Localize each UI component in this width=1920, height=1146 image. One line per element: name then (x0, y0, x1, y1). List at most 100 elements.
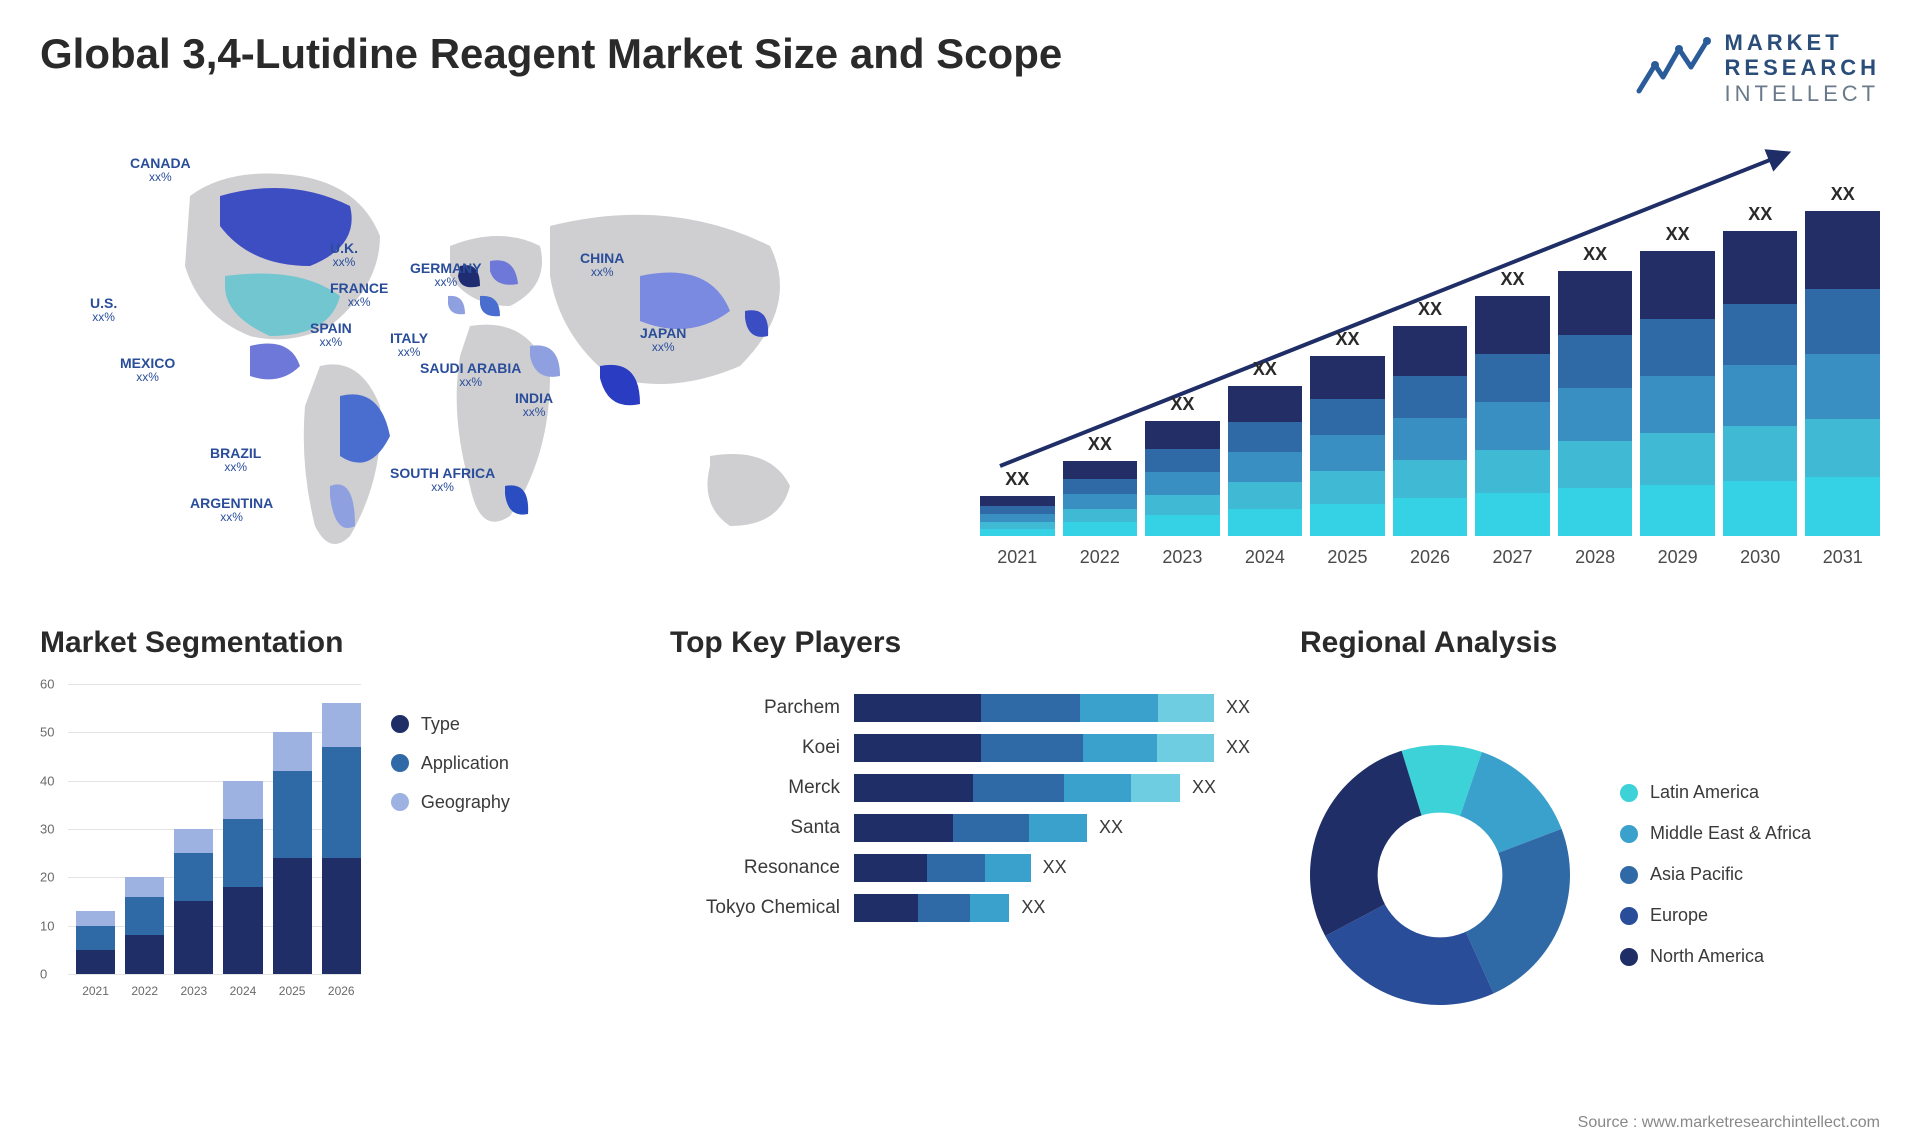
legend-swatch (391, 754, 409, 772)
player-bar (854, 694, 1214, 722)
growth-bar-segment (1393, 498, 1468, 536)
country-name: SAUDI ARABIA (420, 360, 521, 376)
player-bar-segment (1064, 774, 1131, 802)
growth-bar-segment (1228, 452, 1303, 482)
growth-bar-segment (1228, 386, 1303, 422)
growth-bar (1228, 386, 1303, 536)
segmentation-column: 2023 (174, 829, 213, 974)
segmentation-bar-segment (322, 858, 361, 974)
growth-bar (1475, 296, 1550, 536)
country-pct: xx% (390, 346, 428, 359)
logo-line-1: MARKET (1725, 30, 1880, 55)
growth-value-label: XX (1583, 244, 1607, 265)
growth-bar-segment (1475, 493, 1550, 536)
growth-bar-segment (1063, 479, 1138, 494)
country-label: BRAZILxx% (210, 446, 261, 475)
segmentation-bar-segment (76, 926, 115, 950)
growth-bar-segment (1640, 376, 1715, 433)
growth-bar-segment (1640, 251, 1715, 319)
growth-value-label: XX (1831, 184, 1855, 205)
segmentation-legend: TypeApplicationGeography (391, 684, 620, 1066)
growth-bar-segment (980, 496, 1055, 506)
growth-bar-segment (1063, 461, 1138, 479)
player-value-label: XX (1043, 857, 1067, 878)
growth-value-label: XX (1088, 434, 1112, 455)
segmentation-column: 2022 (125, 877, 164, 974)
segmentation-year-label: 2024 (230, 984, 257, 998)
growth-column: XX2024 (1228, 359, 1303, 536)
growth-bar-segment (1723, 304, 1798, 365)
logo-text: MARKET RESEARCH INTELLECT (1725, 30, 1880, 106)
segmentation-year-label: 2021 (82, 984, 109, 998)
player-bar-segment (1157, 734, 1214, 762)
segmentation-bar (125, 877, 164, 974)
growth-bar-segment (1145, 421, 1220, 449)
growth-year-label: 2028 (1575, 547, 1615, 568)
players-title: Top Key Players (670, 626, 1250, 660)
growth-bar (1558, 271, 1633, 536)
country-label: GERMANYxx% (410, 261, 482, 290)
player-row: KoeiXX (670, 734, 1250, 762)
growth-bar (1393, 326, 1468, 536)
country-name: INDIA (515, 390, 553, 406)
player-bar-segment (854, 734, 981, 762)
source-text: Source : www.marketresearchintellect.com (1578, 1114, 1880, 1132)
country-name: U.K. (330, 240, 358, 256)
growth-column: XX2023 (1145, 394, 1220, 536)
legend-swatch (1620, 784, 1638, 802)
growth-bar-segment (1145, 515, 1220, 536)
growth-bar-segment (1393, 460, 1468, 498)
segmentation-bar-segment (125, 897, 164, 936)
player-bar-segment (953, 814, 1029, 842)
country-label: SOUTH AFRICAxx% (390, 466, 495, 495)
growth-bar (1640, 251, 1715, 536)
growth-bar-segment (1723, 426, 1798, 481)
country-label: ARGENTINAxx% (190, 496, 273, 525)
player-bar-wrap: XX (854, 814, 1250, 842)
player-bar-wrap: XX (854, 734, 1250, 762)
player-bar-segment (981, 734, 1083, 762)
segmentation-year-label: 2022 (131, 984, 158, 998)
legend-label: Asia Pacific (1650, 864, 1743, 885)
country-pct: xx% (640, 341, 686, 354)
player-bar-segment (854, 894, 918, 922)
segmentation-bar-segment (76, 911, 115, 926)
segmentation-bar-segment (322, 747, 361, 858)
segmentation-year-label: 2026 (328, 984, 355, 998)
growth-column: XX2027 (1475, 269, 1550, 536)
segmentation-bar (322, 703, 361, 974)
growth-bar (1723, 231, 1798, 536)
segmentation-bar-segment (223, 781, 262, 820)
country-pct: xx% (390, 481, 495, 494)
segmentation-column: 2021 (76, 911, 115, 974)
growth-bar-segment (1805, 289, 1880, 354)
legend-swatch (391, 793, 409, 811)
player-value-label: XX (1192, 777, 1216, 798)
growth-chart: XX2021XX2022XX2023XX2024XX2025XX2026XX20… (980, 136, 1880, 576)
country-name: CHINA (580, 250, 624, 266)
growth-bar-segment (980, 522, 1055, 529)
country-name: GERMANY (410, 260, 482, 276)
growth-column: XX2021 (980, 469, 1055, 536)
growth-bar (1145, 421, 1220, 536)
segmentation-year-label: 2025 (279, 984, 306, 998)
logo-line-3: INTELLECT (1725, 81, 1880, 106)
regional-body: Latin AmericaMiddle East & AfricaAsia Pa… (1300, 684, 1880, 1066)
legend-label: Type (421, 714, 460, 735)
legend-label: Middle East & Africa (1650, 823, 1811, 844)
segmentation-column: 2024 (223, 781, 262, 974)
regional-donut (1300, 735, 1580, 1015)
country-name: ARGENTINA (190, 495, 273, 511)
player-row: Tokyo ChemicalXX (670, 894, 1250, 922)
page-title: Global 3,4-Lutidine Reagent Market Size … (40, 30, 1062, 78)
segmentation-bars: 202120222023202420252026 (76, 684, 361, 974)
player-bar (854, 734, 1214, 762)
bottom-row: Market Segmentation 01020304050602021202… (40, 626, 1880, 1066)
legend-swatch (1620, 825, 1638, 843)
regional-legend-item: Asia Pacific (1620, 864, 1811, 885)
legend-swatch (391, 715, 409, 733)
player-name: Santa (670, 817, 840, 839)
growth-bar-segment (1723, 481, 1798, 536)
players-panel: Top Key Players ParchemXXKoeiXXMerckXXSa… (670, 626, 1250, 1066)
logo-icon (1633, 33, 1713, 103)
